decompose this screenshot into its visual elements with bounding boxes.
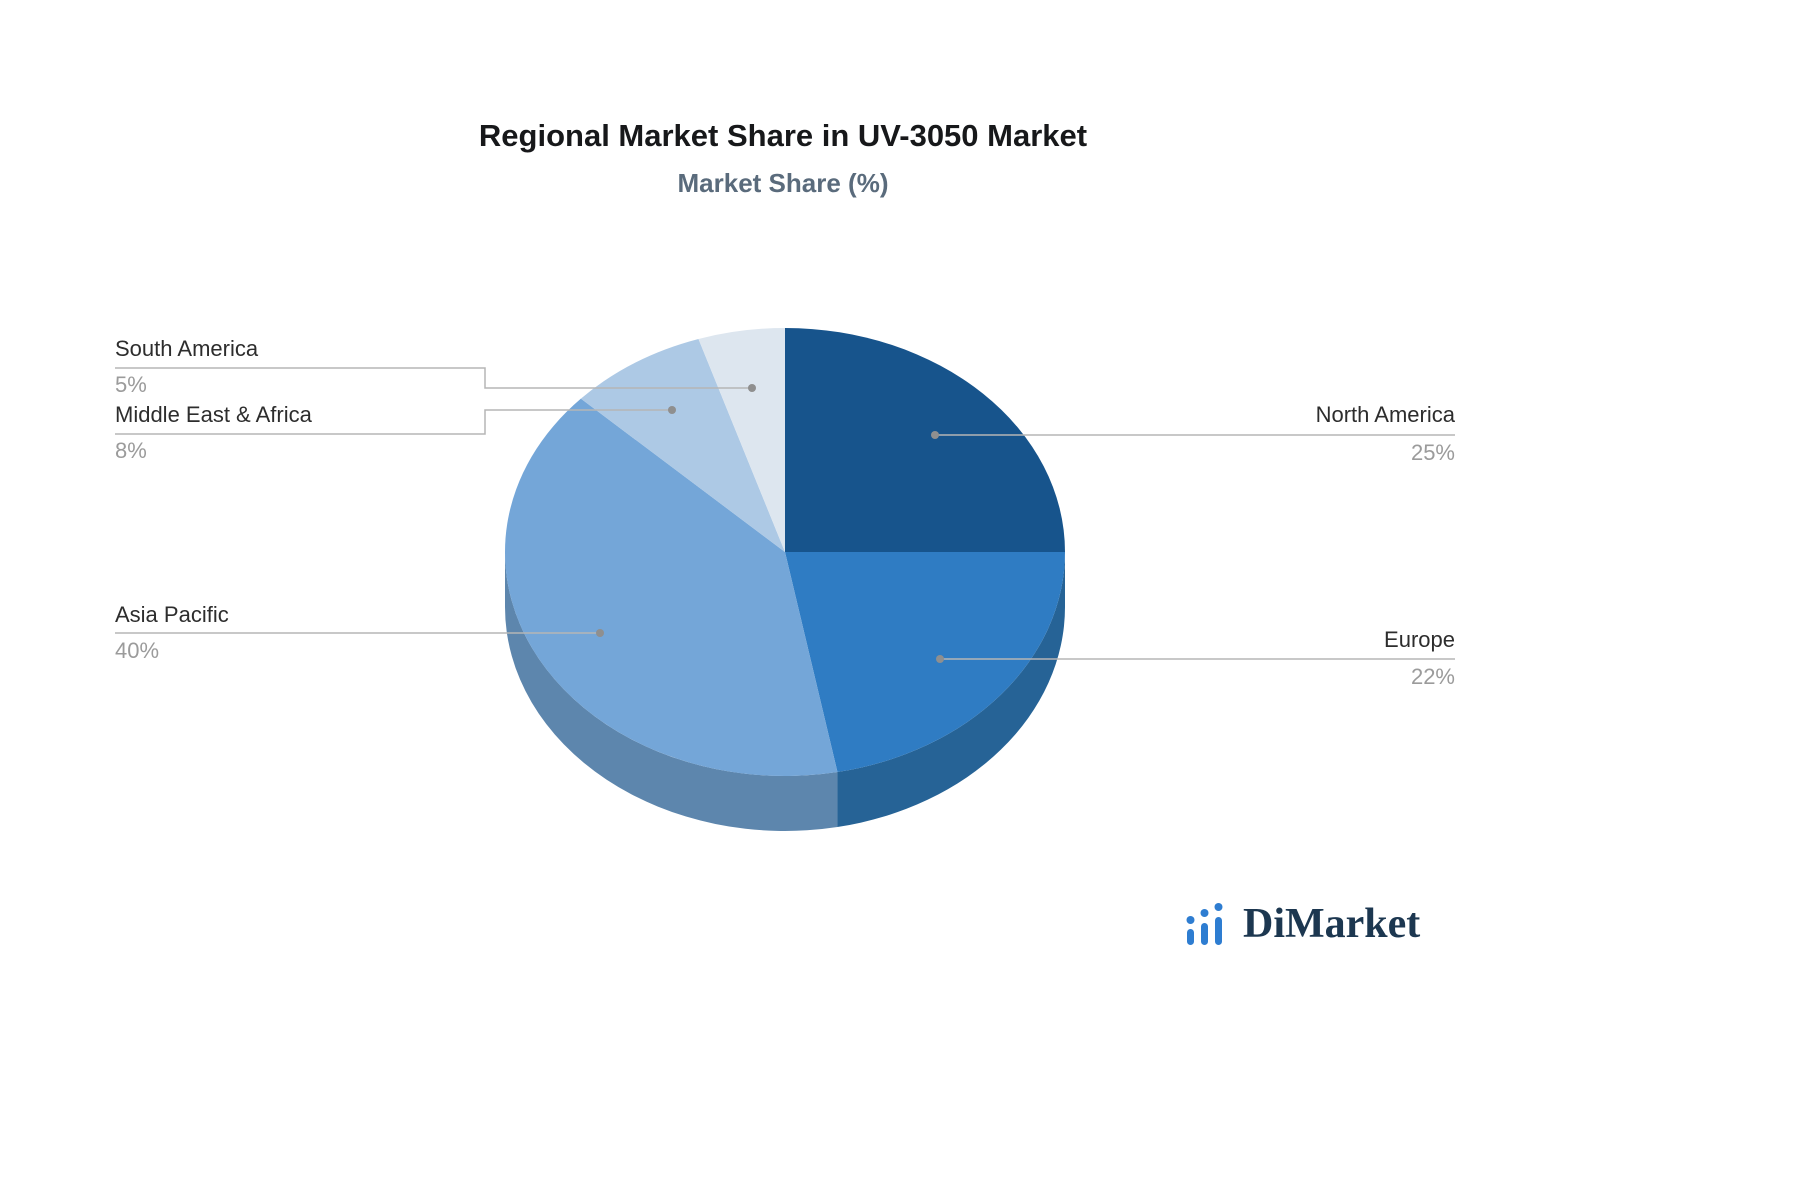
leader-line-south-america [115, 367, 752, 389]
pie-slice-europe [785, 552, 1065, 773]
pie-slice-side-asia-pacific [504, 552, 838, 832]
bar-chart-logo-icon [1186, 903, 1223, 945]
label-south-america: South America [115, 336, 259, 361]
leader-dots [596, 384, 944, 663]
pie-slice-south-america [698, 328, 785, 552]
label-europe: Europe [1384, 627, 1455, 652]
pie-slice-north-america [785, 328, 1065, 552]
leader-dot-asia-pacific [596, 629, 604, 637]
value-europe: 22% [1410, 664, 1455, 689]
leader-lines [115, 367, 1455, 660]
brand-logo: DiMarket [1185, 900, 1420, 948]
value-north-america: 25% [1410, 440, 1455, 465]
label-north-america: North America [1315, 402, 1455, 427]
pie-slice-asia-pacific [504, 398, 838, 777]
brand-logo-text: DiMarket [1243, 901, 1421, 947]
label-middle-east-africa: Middle East & Africa [115, 402, 312, 427]
value-asia-pacific: 40% [115, 638, 160, 663]
chart-title: Regional Market Share in UV-3050 Market [478, 118, 1088, 153]
label-asia-pacific: Asia Pacific [115, 602, 229, 627]
leader-dot-middle-east-africa [668, 406, 676, 414]
leader-dot-south-america [748, 384, 756, 392]
value-south-america: 5% [115, 372, 147, 397]
pie-slice-middle-east-africa [580, 338, 785, 552]
leader-dot-north-america [931, 431, 939, 439]
leader-dot-europe [936, 655, 944, 663]
chart-subtitle: Market Share (%) [677, 168, 889, 198]
pie-slice-side-europe [837, 552, 1065, 828]
pie-slices [504, 328, 1065, 832]
leader-line-middle-east-africa [115, 409, 672, 435]
value-middle-east-africa: 8% [115, 438, 147, 463]
